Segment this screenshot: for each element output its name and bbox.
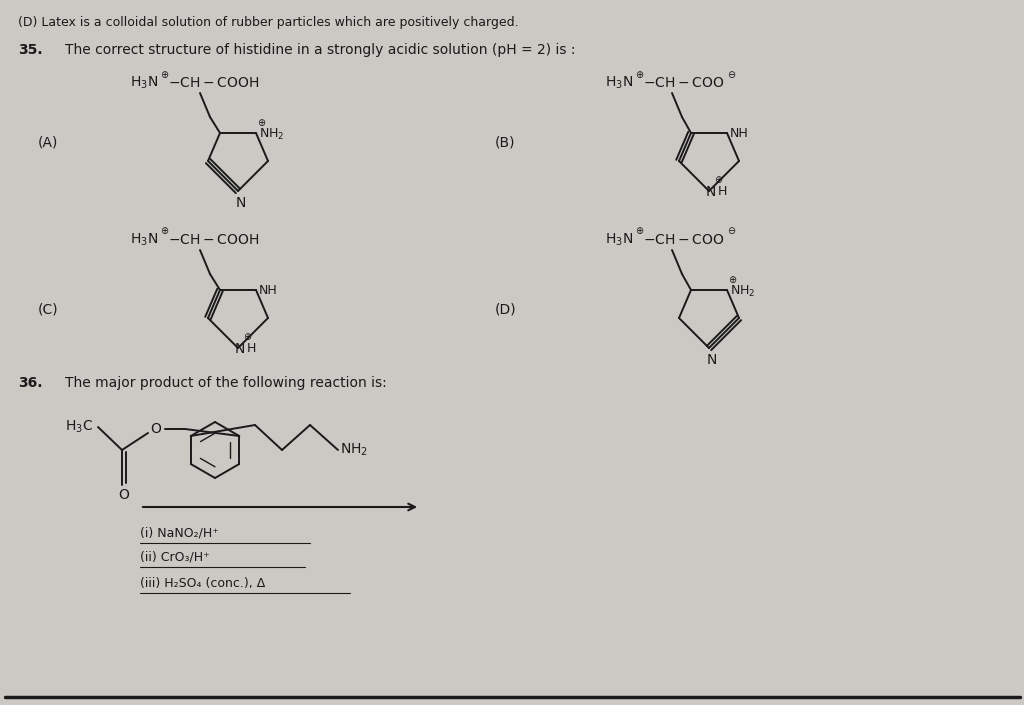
Text: $\oplus$: $\oplus$	[635, 226, 644, 236]
Text: $\rm NH_2$: $\rm NH_2$	[730, 283, 756, 298]
Text: (B): (B)	[495, 136, 515, 150]
Text: N: N	[234, 342, 246, 356]
Text: NH: NH	[730, 128, 749, 140]
Text: $\rm NH_2$: $\rm NH_2$	[340, 442, 369, 458]
Text: H: H	[718, 185, 727, 199]
Text: 36.: 36.	[18, 376, 43, 390]
Text: $\rm H_3C$: $\rm H_3C$	[65, 419, 93, 435]
Text: H: H	[247, 343, 256, 355]
Text: $\rm{-CH-COOH}$: $\rm{-CH-COOH}$	[168, 76, 259, 90]
Text: (i) NaNO₂/H⁺: (i) NaNO₂/H⁺	[140, 527, 219, 539]
Text: $\ominus$: $\ominus$	[727, 68, 736, 80]
Text: (D): (D)	[495, 303, 517, 317]
Text: $\rm{-CH-COO}$: $\rm{-CH-COO}$	[643, 233, 725, 247]
Text: $\oplus$: $\oplus$	[160, 226, 169, 236]
Text: $\rm H_3N$: $\rm H_3N$	[605, 75, 633, 91]
Text: (D) Latex is a colloidal solution of rubber particles which are positively charg: (D) Latex is a colloidal solution of rub…	[18, 16, 518, 30]
Text: N: N	[236, 196, 247, 210]
Text: $\oplus$: $\oplus$	[635, 68, 644, 80]
Text: The correct structure of histidine in a strongly acidic solution (pH = 2) is :: The correct structure of histidine in a …	[65, 43, 575, 57]
Text: $\rm{-CH-COOH}$: $\rm{-CH-COOH}$	[168, 233, 259, 247]
Text: $\rm H_3N$: $\rm H_3N$	[130, 75, 158, 91]
Text: $\rm H_3N$: $\rm H_3N$	[130, 232, 158, 248]
Text: $\oplus$: $\oplus$	[257, 118, 266, 128]
Text: $\rm NH_2$: $\rm NH_2$	[259, 126, 285, 142]
Text: $\rm H_3N$: $\rm H_3N$	[605, 232, 633, 248]
Text: (A): (A)	[38, 136, 58, 150]
Text: 35.: 35.	[18, 43, 43, 57]
Text: $\oplus$: $\oplus$	[728, 274, 737, 286]
Text: N: N	[706, 185, 717, 199]
Text: $\ominus$: $\ominus$	[727, 226, 736, 236]
Text: The major product of the following reaction is:: The major product of the following react…	[65, 376, 387, 390]
Text: $\rm{-CH-COO}$: $\rm{-CH-COO}$	[643, 76, 725, 90]
Text: NH: NH	[259, 285, 278, 298]
Text: N: N	[707, 353, 718, 367]
Text: (ii) CrO₃/H⁺: (ii) CrO₃/H⁺	[140, 551, 210, 563]
Text: O: O	[150, 422, 161, 436]
Text: $\oplus$: $\oplus$	[160, 68, 169, 80]
Text: (iii) H₂SO₄ (conc.), Δ: (iii) H₂SO₄ (conc.), Δ	[140, 577, 265, 589]
Text: $\oplus$: $\oplus$	[714, 175, 723, 185]
Text: (C): (C)	[38, 303, 58, 317]
Text: O: O	[119, 488, 129, 502]
Text: $\oplus$: $\oplus$	[243, 331, 252, 343]
